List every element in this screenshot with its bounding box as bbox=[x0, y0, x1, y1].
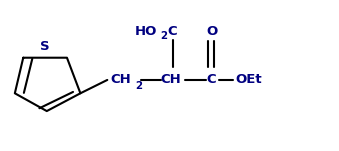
Text: CH: CH bbox=[161, 73, 182, 86]
Text: HO: HO bbox=[135, 24, 157, 38]
Text: CH: CH bbox=[111, 73, 131, 86]
Text: OEt: OEt bbox=[235, 73, 262, 86]
Text: O: O bbox=[206, 24, 217, 38]
Text: C: C bbox=[207, 73, 216, 86]
Text: 2: 2 bbox=[160, 31, 167, 41]
Text: 2: 2 bbox=[135, 81, 142, 91]
Text: S: S bbox=[40, 40, 49, 53]
Text: C: C bbox=[167, 24, 177, 38]
